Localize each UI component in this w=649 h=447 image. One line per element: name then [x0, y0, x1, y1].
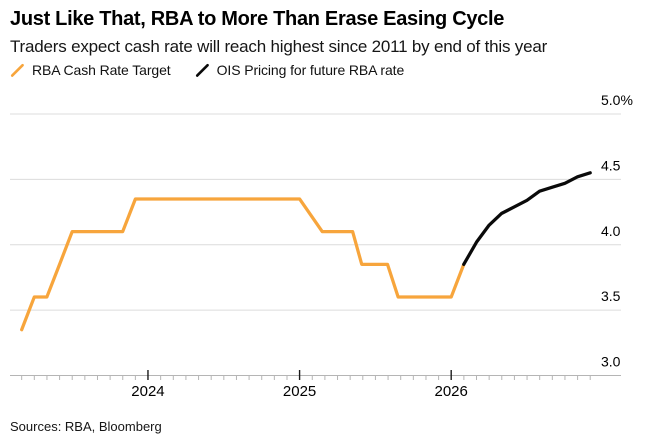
- y-axis-label: 3.0: [601, 354, 621, 370]
- y-axis-label: 4.0: [601, 223, 621, 239]
- legend-label-ois-pricing: OIS Pricing for future RBA rate: [216, 62, 405, 78]
- ois-pricing-for-future-rba-rate-line: [462, 171, 592, 266]
- legend-label-rba-cash-rate: RBA Cash Rate Target: [32, 62, 171, 78]
- y-axis-label: 3.5: [601, 288, 621, 304]
- rba-cash-rate-target-line: [20, 197, 466, 332]
- legend: RBA Cash Rate Target OIS Pricing for fut…: [10, 62, 404, 78]
- y-axis-label: 4.5: [601, 157, 621, 173]
- x-axis-label: 2024: [131, 383, 164, 400]
- x-axis-label: 2025: [283, 383, 316, 400]
- x-axis-label: 2026: [435, 383, 468, 400]
- ois-line-swatch-icon: [195, 63, 209, 77]
- legend-item-rba-cash-rate: RBA Cash Rate Target: [10, 62, 171, 78]
- source-note: Sources: RBA, Bloomberg: [10, 419, 162, 434]
- chart-subtitle: Traders expect cash rate will reach high…: [10, 37, 548, 56]
- legend-item-ois-pricing: OIS Pricing for future RBA rate: [195, 62, 405, 78]
- rba-line-swatch-icon: [10, 63, 24, 77]
- y-axis-label: 5.0%: [601, 92, 633, 108]
- chart-title: Just Like That, RBA to More Than Erase E…: [10, 8, 505, 30]
